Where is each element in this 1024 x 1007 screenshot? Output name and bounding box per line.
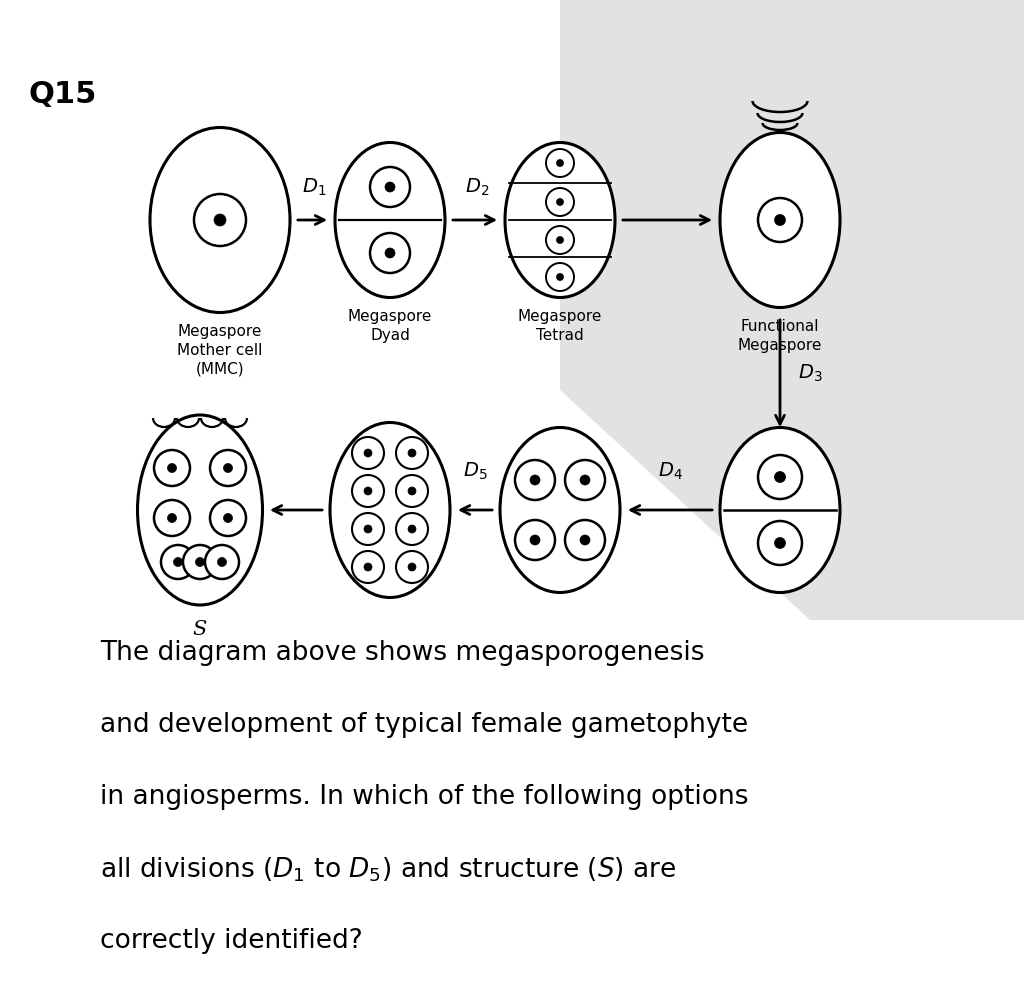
Circle shape (408, 487, 416, 495)
Circle shape (580, 535, 590, 545)
Circle shape (223, 463, 232, 472)
Circle shape (396, 475, 428, 507)
Text: Q15: Q15 (28, 80, 96, 109)
Circle shape (546, 149, 574, 177)
Circle shape (364, 449, 372, 457)
Text: $D_5$: $D_5$ (463, 460, 487, 482)
Circle shape (408, 449, 416, 457)
Ellipse shape (500, 428, 620, 592)
Text: $D_2$: $D_2$ (465, 176, 489, 198)
Circle shape (352, 437, 384, 469)
Text: $S$: $S$ (193, 619, 208, 639)
Ellipse shape (137, 415, 262, 605)
Circle shape (774, 471, 785, 482)
Ellipse shape (335, 143, 445, 297)
Circle shape (205, 545, 239, 579)
Circle shape (217, 558, 226, 567)
Text: The diagram above shows megasporogenesis: The diagram above shows megasporogenesis (100, 640, 705, 666)
Circle shape (515, 460, 555, 500)
Circle shape (565, 460, 605, 500)
Circle shape (214, 214, 226, 226)
Circle shape (530, 535, 540, 545)
Text: Functional
Megaspore: Functional Megaspore (738, 319, 822, 352)
Circle shape (161, 545, 195, 579)
Circle shape (154, 450, 190, 486)
Circle shape (408, 563, 416, 571)
Circle shape (364, 487, 372, 495)
Circle shape (210, 450, 246, 486)
Circle shape (370, 167, 410, 207)
Circle shape (396, 513, 428, 545)
Circle shape (556, 159, 563, 166)
Circle shape (758, 521, 802, 565)
Circle shape (408, 525, 416, 533)
Circle shape (774, 538, 785, 549)
Circle shape (364, 563, 372, 571)
Text: correctly identified?: correctly identified? (100, 928, 362, 954)
Text: $D_3$: $D_3$ (798, 363, 822, 384)
Text: in angiosperms. In which of the following options: in angiosperms. In which of the followin… (100, 784, 749, 810)
Circle shape (364, 525, 372, 533)
Text: $D_4$: $D_4$ (657, 460, 682, 482)
Ellipse shape (505, 143, 615, 297)
Circle shape (370, 233, 410, 273)
Circle shape (546, 188, 574, 215)
Circle shape (352, 513, 384, 545)
Circle shape (580, 475, 590, 485)
Circle shape (352, 475, 384, 507)
Ellipse shape (720, 428, 840, 592)
Circle shape (396, 551, 428, 583)
Circle shape (556, 198, 563, 205)
Circle shape (758, 198, 802, 242)
Circle shape (168, 463, 176, 472)
Polygon shape (560, 0, 1024, 620)
Circle shape (194, 194, 246, 246)
Circle shape (196, 558, 205, 567)
Circle shape (565, 520, 605, 560)
Circle shape (396, 437, 428, 469)
Circle shape (774, 214, 785, 226)
Text: all divisions ($D_1$ to $D_5$) and structure ($S$) are: all divisions ($D_1$ to $D_5$) and struc… (100, 856, 676, 884)
Circle shape (210, 500, 246, 536)
Text: Megaspore
Dyad: Megaspore Dyad (348, 309, 432, 342)
Circle shape (173, 558, 182, 567)
Circle shape (385, 248, 395, 258)
Circle shape (352, 551, 384, 583)
Circle shape (385, 182, 395, 192)
Circle shape (546, 226, 574, 254)
Text: Megaspore
Tetrad: Megaspore Tetrad (518, 309, 602, 342)
Circle shape (546, 263, 574, 291)
Circle shape (515, 520, 555, 560)
Circle shape (530, 475, 540, 485)
Circle shape (183, 545, 217, 579)
Ellipse shape (330, 423, 450, 597)
Circle shape (556, 274, 563, 281)
Circle shape (223, 514, 232, 523)
Text: $D_1$: $D_1$ (302, 176, 327, 198)
Circle shape (556, 237, 563, 244)
Ellipse shape (720, 133, 840, 307)
Circle shape (758, 455, 802, 499)
Text: Megaspore
Mother cell
(MMC): Megaspore Mother cell (MMC) (177, 324, 263, 377)
Circle shape (154, 500, 190, 536)
Text: and development of typical female gametophyte: and development of typical female gameto… (100, 712, 749, 738)
Ellipse shape (150, 128, 290, 312)
Circle shape (168, 514, 176, 523)
